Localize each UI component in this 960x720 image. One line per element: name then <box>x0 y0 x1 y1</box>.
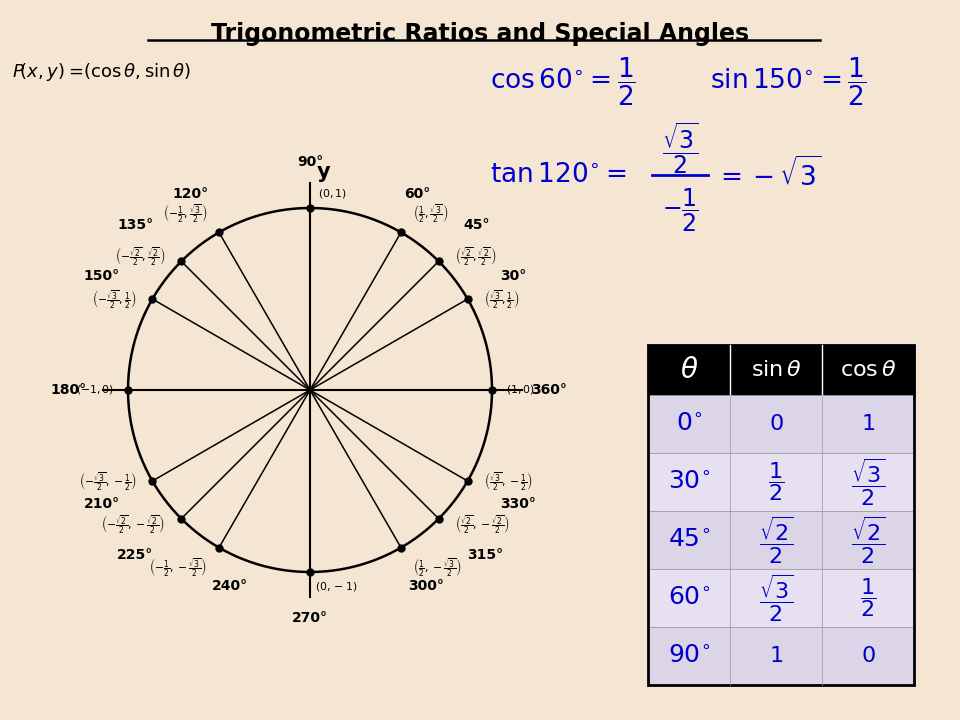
Bar <box>648 453 914 511</box>
Text: $\left(\frac{\sqrt{2}}{2},\frac{\sqrt{2}}{2}\right)$: $\left(\frac{\sqrt{2}}{2},\frac{\sqrt{2}… <box>455 246 496 267</box>
Text: $\cos 60^{\circ}=\dfrac{1}{2}$: $\cos 60^{\circ}=\dfrac{1}{2}$ <box>490 56 636 108</box>
Text: 180°: 180° <box>51 383 86 397</box>
Text: $\dfrac{\sqrt{2}}{2}$: $\dfrac{\sqrt{2}}{2}$ <box>851 514 885 566</box>
Bar <box>648 511 914 569</box>
Text: $\left(-\frac{\sqrt{3}}{2},-\frac{1}{2}\right)$: $\left(-\frac{\sqrt{3}}{2},-\frac{1}{2}\… <box>79 470 136 492</box>
Text: $(0,-1)$: $(0,-1)$ <box>315 580 357 593</box>
Text: $\left(-\frac{\sqrt{2}}{2},\frac{\sqrt{2}}{2}\right)$: $\left(-\frac{\sqrt{2}}{2},\frac{\sqrt{2… <box>115 246 165 267</box>
Text: $\left(\frac{\sqrt{3}}{2},\frac{1}{2}\right)$: $\left(\frac{\sqrt{3}}{2},\frac{1}{2}\ri… <box>484 288 519 310</box>
Text: $\dfrac{\sqrt{3}}{2}$: $\dfrac{\sqrt{3}}{2}$ <box>851 456 885 508</box>
Text: $=-\sqrt{3}$: $=-\sqrt{3}$ <box>715 158 821 192</box>
Bar <box>648 345 914 395</box>
Text: $(0,1)$: $(0,1)$ <box>318 187 347 200</box>
Text: $0$: $0$ <box>769 414 783 434</box>
Text: $45^{\circ}$: $45^{\circ}$ <box>668 528 710 552</box>
Text: $\dfrac{\sqrt{3}}{2}$: $\dfrac{\sqrt{3}}{2}$ <box>758 572 793 624</box>
Text: $\left(\frac{1}{2},-\frac{\sqrt{3}}{2}\right)$: $\left(\frac{1}{2},-\frac{\sqrt{3}}{2}\r… <box>413 556 462 577</box>
Text: y: y <box>317 162 330 182</box>
Bar <box>648 569 914 627</box>
Text: 210°: 210° <box>84 497 120 510</box>
Text: 135°: 135° <box>117 218 154 233</box>
Text: 150°: 150° <box>84 269 120 283</box>
Text: 300°: 300° <box>408 579 444 593</box>
Text: $-\dfrac{1}{2}$: $-\dfrac{1}{2}$ <box>661 186 699 234</box>
Text: 240°: 240° <box>212 579 248 593</box>
Text: 120°: 120° <box>172 187 208 201</box>
Text: 60°: 60° <box>404 187 430 201</box>
Text: $90^{\circ}$: $90^{\circ}$ <box>668 644 710 668</box>
Text: $60^{\circ}$: $60^{\circ}$ <box>668 586 710 610</box>
Text: $\left(-\frac{\sqrt{3}}{2},\frac{1}{2}\right)$: $\left(-\frac{\sqrt{3}}{2},\frac{1}{2}\r… <box>92 288 136 310</box>
Text: $\tan 120^{\circ}=$: $\tan 120^{\circ}=$ <box>490 162 627 188</box>
Text: $(1,0)$: $(1,0)$ <box>506 384 535 397</box>
Text: $\left(\frac{\sqrt{2}}{2},-\frac{\sqrt{2}}{2}\right)$: $\left(\frac{\sqrt{2}}{2},-\frac{\sqrt{2… <box>455 513 510 535</box>
Text: $\theta$: $\theta$ <box>680 356 698 384</box>
Text: $\sin\theta$: $\sin\theta$ <box>751 360 802 380</box>
Bar <box>648 627 914 685</box>
Text: $1$: $1$ <box>769 646 783 666</box>
Text: $30^{\circ}$: $30^{\circ}$ <box>668 470 710 494</box>
Text: 270°: 270° <box>292 611 328 626</box>
Text: $\cos\theta$: $\cos\theta$ <box>840 360 896 380</box>
Text: 315°: 315° <box>467 548 503 562</box>
Text: $0^{\circ}$: $0^{\circ}$ <box>676 412 702 436</box>
Text: $1$: $1$ <box>861 414 876 434</box>
Text: $\left(-\frac{\sqrt{2}}{2},-\frac{\sqrt{2}}{2}\right)$: $\left(-\frac{\sqrt{2}}{2},-\frac{\sqrt{… <box>102 513 165 535</box>
Text: $\dfrac{1}{2}$: $\dfrac{1}{2}$ <box>768 461 784 503</box>
Text: $0$: $0$ <box>860 646 876 666</box>
Text: $\dfrac{\sqrt{3}}{2}$: $\dfrac{\sqrt{3}}{2}$ <box>661 120 698 176</box>
Text: $\sin 150^{\circ}=\dfrac{1}{2}$: $\sin 150^{\circ}=\dfrac{1}{2}$ <box>710 56 866 108</box>
Text: $(-1,0)$: $(-1,0)$ <box>76 384 114 397</box>
Text: 330°: 330° <box>500 497 536 510</box>
Text: $\left(\frac{1}{2},\frac{\sqrt{3}}{2}\right)$: $\left(\frac{1}{2},\frac{\sqrt{3}}{2}\ri… <box>413 202 448 225</box>
Text: $\left(\frac{\sqrt{3}}{2},-\frac{1}{2}\right)$: $\left(\frac{\sqrt{3}}{2},-\frac{1}{2}\r… <box>484 470 533 492</box>
Text: Trigonometric Ratios and Special Angles: Trigonometric Ratios and Special Angles <box>211 22 749 46</box>
Text: 90°: 90° <box>297 155 324 168</box>
Text: 360°: 360° <box>532 383 567 397</box>
Text: $P\!\left(x,y\right)=\!\left(\cos\theta,\sin\theta\right)$: $P\!\left(x,y\right)=\!\left(\cos\theta,… <box>12 61 191 83</box>
Text: 30°: 30° <box>500 269 526 283</box>
Text: 45°: 45° <box>463 218 490 233</box>
Bar <box>648 395 914 453</box>
Text: 225°: 225° <box>117 548 154 562</box>
Text: $\dfrac{\sqrt{2}}{2}$: $\dfrac{\sqrt{2}}{2}$ <box>758 514 793 566</box>
Text: $\left(-\frac{1}{2},-\frac{\sqrt{3}}{2}\right)$: $\left(-\frac{1}{2},-\frac{\sqrt{3}}{2}\… <box>149 556 207 577</box>
Text: $\dfrac{1}{2}$: $\dfrac{1}{2}$ <box>860 577 876 619</box>
Bar <box>648 345 914 685</box>
Text: $\left(-\frac{1}{2},\frac{\sqrt{3}}{2}\right)$: $\left(-\frac{1}{2},\frac{\sqrt{3}}{2}\r… <box>162 202 207 225</box>
